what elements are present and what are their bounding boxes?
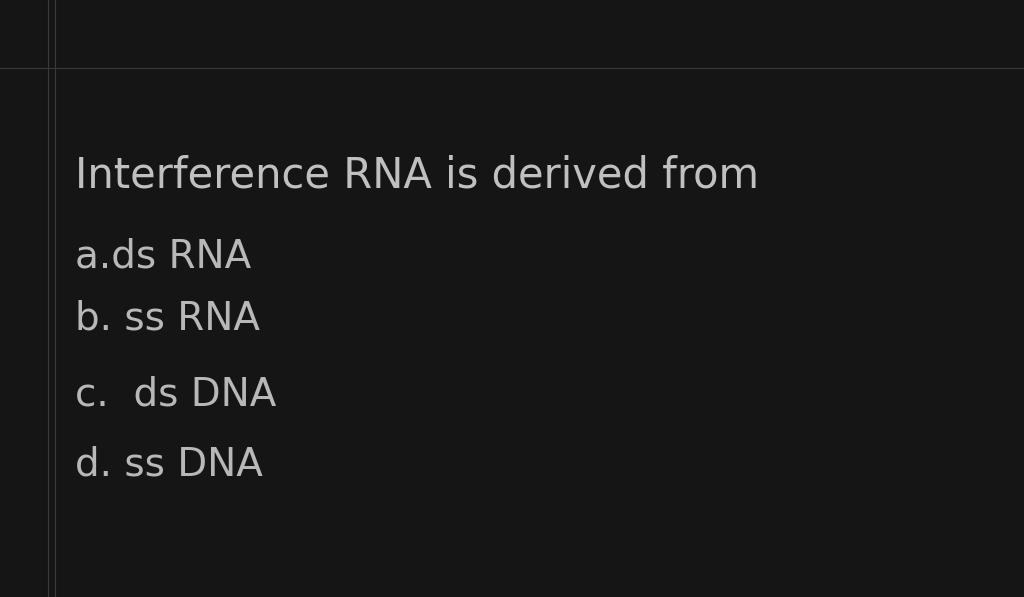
Text: Interference RNA is derived from: Interference RNA is derived from [75, 155, 759, 197]
Text: d. ss DNA: d. ss DNA [75, 445, 263, 483]
Text: c.  ds DNA: c. ds DNA [75, 375, 276, 413]
Text: b. ss RNA: b. ss RNA [75, 300, 260, 338]
Text: a.ds RNA: a.ds RNA [75, 238, 251, 276]
